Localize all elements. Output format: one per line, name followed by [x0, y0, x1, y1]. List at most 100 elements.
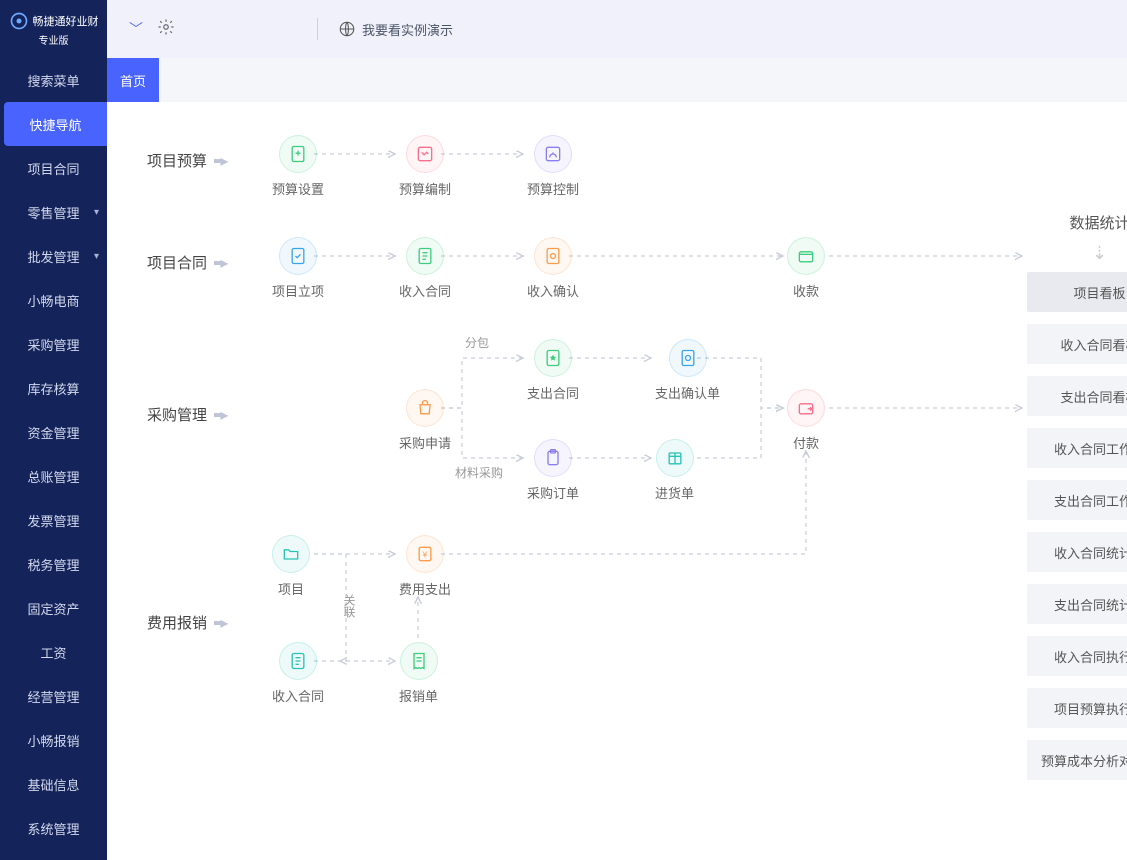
sidebar-item-14[interactable]: 经营管理 [0, 674, 107, 718]
coins-icon: ¥ [406, 535, 444, 573]
flow-node-proj_start[interactable]: 项目立项 [272, 237, 324, 300]
sidebar-item-label: 工资 [40, 643, 66, 662]
sidebar-item-1[interactable]: 快捷导航 [4, 102, 107, 146]
stat-button-8[interactable]: 项目预算执行表 [1027, 688, 1127, 728]
dots-arrow-icon: ▪▪▸ [213, 613, 226, 633]
node-label: 项目 [278, 579, 304, 598]
node-label: 采购订单 [527, 483, 579, 502]
sidebar-item-16[interactable]: 基础信息 [0, 762, 107, 806]
sidebar-item-11[interactable]: 税务管理 [0, 542, 107, 586]
demo-link[interactable]: 我要看实例演示 [317, 18, 453, 40]
gear-icon[interactable] [157, 18, 175, 41]
sidebar-item-label: 快捷导航 [29, 115, 81, 134]
doc-list-icon [406, 237, 444, 275]
stat-button-5[interactable]: 收入合同统计表 [1027, 532, 1127, 572]
flow-node-project[interactable]: 项目 [272, 535, 310, 598]
sidebar-item-label: 项目合同 [27, 159, 79, 178]
flow-node-budget_ctrl[interactable]: 预算控制 [527, 135, 579, 198]
sidebar-item-label: 采购管理 [27, 335, 79, 354]
sidebar-item-2[interactable]: 项目合同 [0, 146, 107, 190]
sidebar-item-label: 库存核算 [27, 379, 79, 398]
bag-icon [406, 389, 444, 427]
doc-star-icon [534, 339, 572, 377]
receipt-icon [400, 642, 438, 680]
flow-node-reimb[interactable]: 报销单 [399, 642, 438, 705]
node-label: 项目立项 [272, 281, 324, 300]
logo: 畅捷通好业财 专业版 [0, 0, 107, 58]
sidebar-item-13[interactable]: 工资 [0, 630, 107, 674]
stats-panel: 数据统计⇣项目看板收入合同看板支出合同看板收入合同工作台支出合同工作台收入合同统… [1027, 212, 1127, 792]
sidebar-item-label: 经营管理 [27, 687, 79, 706]
box-icon [656, 439, 694, 477]
context-panel: ﹀ [107, 0, 287, 58]
stats-title: 数据统计 [1069, 212, 1127, 233]
dots-arrow-icon: ▪▪▸ [213, 405, 226, 425]
sidebar-item-label: 小畅报销 [27, 731, 79, 750]
node-label: 付款 [793, 433, 819, 452]
flow-node-pur_req[interactable]: 采购申请 [399, 389, 451, 452]
flow-node-out_cf[interactable]: 支出确认单 [655, 339, 720, 402]
flow-node-income_cf[interactable]: 收入确认 [527, 237, 579, 300]
chevron-down-icon: ▾ [94, 251, 99, 262]
sidebar-item-label: 发票管理 [27, 511, 79, 530]
flow-node-exp_out[interactable]: ¥费用支出 [399, 535, 451, 598]
chevron-down-icon: ▾ [94, 207, 99, 218]
flow-node-budget_edit[interactable]: 预算编制 [399, 135, 451, 198]
sidebar-item-label: 资金管理 [27, 423, 79, 442]
sidebar-item-4[interactable]: 批发管理▾ [0, 234, 107, 278]
wallet-icon [787, 237, 825, 275]
section-label-contract: 项目合同▪▪▸ [147, 252, 226, 273]
doc-plus-icon [279, 135, 317, 173]
wallet-out-icon [787, 389, 825, 427]
sidebar-item-label: 固定资产 [27, 599, 79, 618]
tab-home[interactable]: 首页 [107, 58, 159, 102]
dots-arrow-icon: ▪▪▸ [213, 151, 226, 171]
flow-node-pur_order[interactable]: 采购订单 [527, 439, 579, 502]
clipboard-icon [534, 439, 572, 477]
sidebar-item-0[interactable]: 搜索菜单 [0, 58, 107, 102]
sidebar-item-12[interactable]: 固定资产 [0, 586, 107, 630]
stat-button-3[interactable]: 收入合同工作台 [1027, 428, 1127, 468]
node-label: 收入确认 [527, 281, 579, 300]
stat-button-0[interactable]: 项目看板 [1027, 272, 1127, 312]
sidebar-item-3[interactable]: 零售管理 ▾ [0, 190, 107, 234]
hint-label: 关联 [341, 594, 358, 618]
stat-button-9[interactable]: 预算成本分析对比表 [1027, 740, 1127, 780]
sidebar-item-10[interactable]: 发票管理 [0, 498, 107, 542]
flow-node-income_ct[interactable]: 收入合同 [399, 237, 451, 300]
stat-button-6[interactable]: 支出合同统计表 [1027, 584, 1127, 624]
sidebar-item-5[interactable]: 小畅电商 [0, 278, 107, 322]
stat-button-7[interactable]: 收入合同执行表 [1027, 636, 1127, 676]
sidebar-item-label: 零售管理 [27, 203, 79, 222]
node-label: 报销单 [399, 686, 438, 705]
flow-node-budget_set[interactable]: 预算设置 [272, 135, 324, 198]
sidebar-item-15[interactable]: 小畅报销 [0, 718, 107, 762]
flow-node-out_ct[interactable]: 支出合同 [527, 339, 579, 402]
flow-node-receipt[interactable]: 收款 [787, 237, 825, 300]
svg-text:¥: ¥ [422, 549, 428, 559]
stat-button-2[interactable]: 支出合同看板 [1027, 376, 1127, 416]
dots-arrow-icon: ▪▪▸ [213, 253, 226, 273]
flow-node-pay[interactable]: 付款 [787, 389, 825, 452]
sidebar-item-6[interactable]: 采购管理 [0, 322, 107, 366]
top-header: 畅捷通好业财 专业版 ﹀ 我要看实例演示 [0, 0, 1127, 58]
node-label: 支出确认单 [655, 383, 720, 402]
tabbar: 首页 [107, 58, 1127, 102]
flow-node-goods_in[interactable]: 进货单 [655, 439, 694, 502]
node-label: 预算编制 [399, 179, 451, 198]
sidebar-item-17[interactable]: 系统管理 [0, 806, 107, 850]
stat-button-1[interactable]: 收入合同看板 [1027, 324, 1127, 364]
stat-button-4[interactable]: 支出合同工作台 [1027, 480, 1127, 520]
node-label: 进货单 [655, 483, 694, 502]
sidebar: 搜索菜单快捷导航项目合同零售管理▾批发管理▾小畅电商采购管理库存核算资金管理总账… [0, 58, 107, 860]
sidebar-item-8[interactable]: 资金管理 [0, 410, 107, 454]
hint-label: 材料采购 [455, 464, 503, 481]
flow-node-income_ct2[interactable]: 收入合同 [272, 642, 324, 705]
doc-ok-icon [534, 237, 572, 275]
flow-canvas: 项目预算▪▪▸项目合同▪▪▸采购管理▪▪▸费用报销▪▪▸预算设置预算编制预算控制… [107, 102, 1127, 860]
context-selector[interactable]: ﹀ [119, 19, 143, 39]
node-label: 采购申请 [399, 433, 451, 452]
sidebar-item-7[interactable]: 库存核算 [0, 366, 107, 410]
sidebar-item-9[interactable]: 总账管理 [0, 454, 107, 498]
gauge-icon [534, 135, 572, 173]
